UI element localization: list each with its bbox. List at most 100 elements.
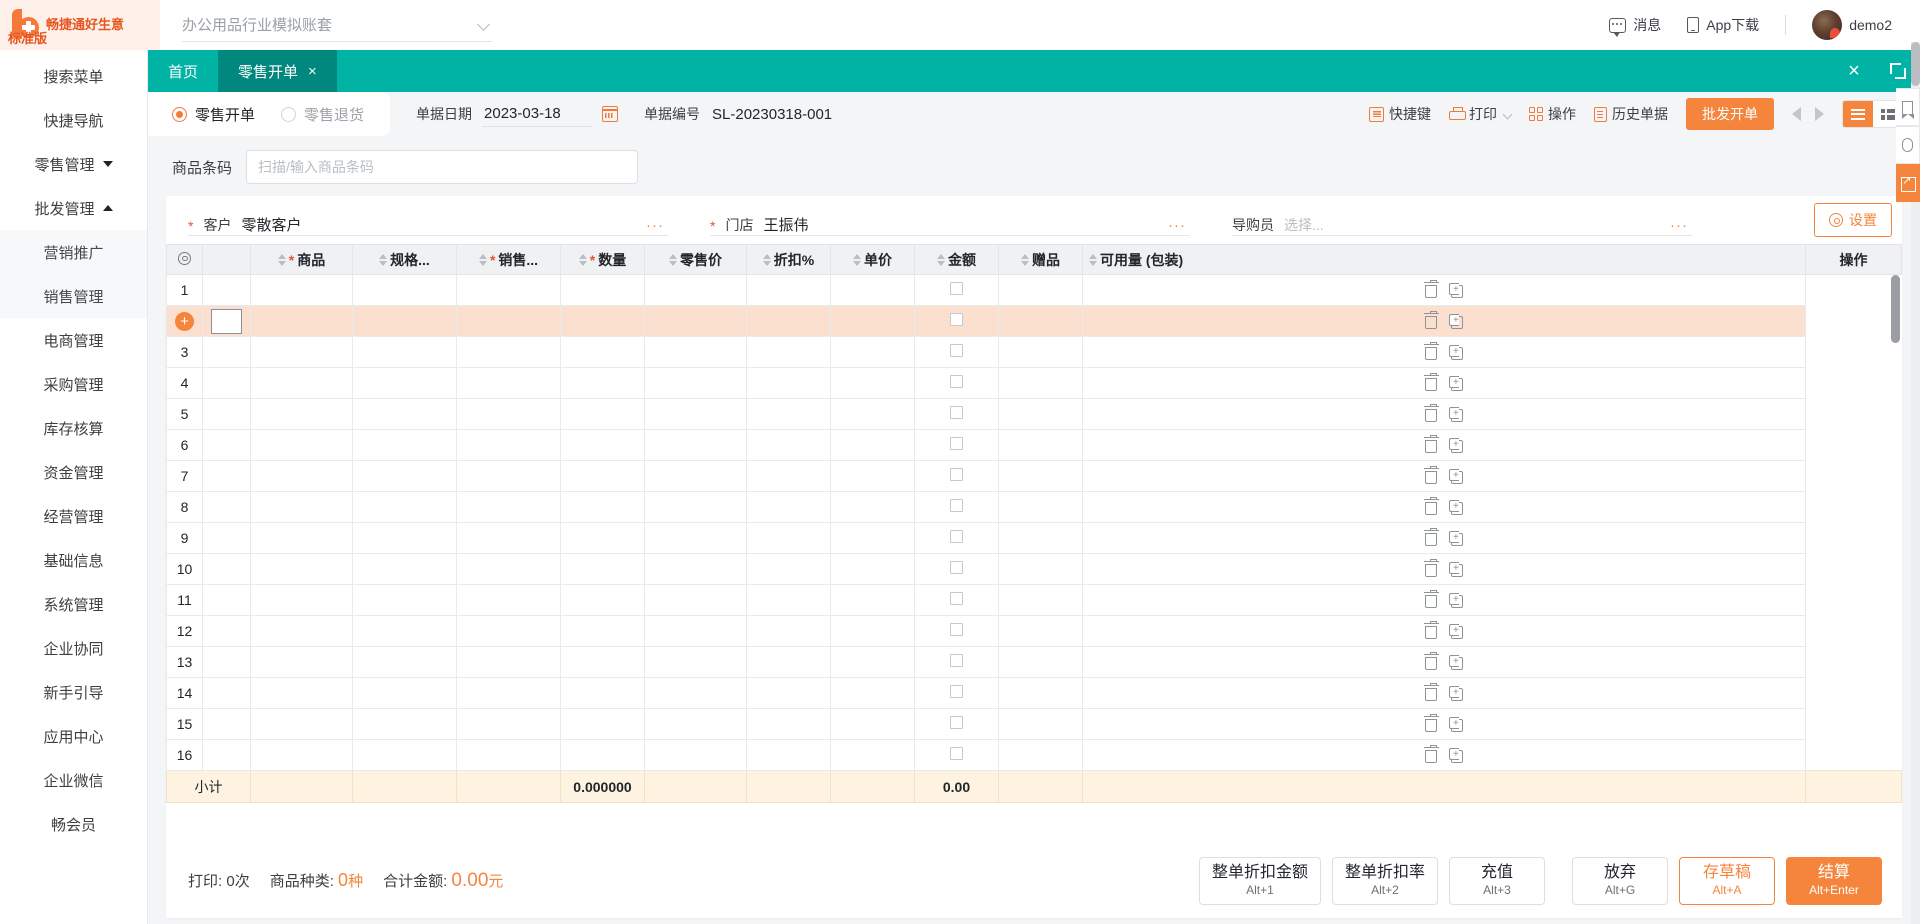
copy-row-icon[interactable] [1448,562,1463,577]
sort-icon[interactable] [379,253,388,266]
column-retail-price[interactable]: 零售价 [644,244,747,275]
cell-retail-price[interactable] [560,429,645,461]
column-available[interactable]: 可用量 (包装) [1082,244,1806,275]
cell-unit-price[interactable] [746,708,831,740]
prev-record-icon[interactable] [1792,107,1801,121]
recharge-button[interactable]: 充值 Alt+3 [1449,857,1545,905]
cell-qty[interactable] [456,522,561,554]
cell-spec[interactable] [250,584,353,616]
cell-amount[interactable] [830,274,915,306]
cell-sales-unit[interactable] [352,708,457,740]
product-input[interactable] [211,308,242,334]
cell-unit-price[interactable] [746,429,831,461]
cell-unit-price[interactable] [746,367,831,399]
cell-gift[interactable] [914,274,999,306]
table-row[interactable]: 8 [166,491,1902,523]
sidebar-item-wechat-work[interactable]: 企业微信 [0,758,147,802]
copy-row-icon[interactable] [1448,376,1463,391]
cell-amount[interactable] [830,522,915,554]
cell-qty[interactable] [456,429,561,461]
gift-checkbox[interactable] [950,747,963,760]
delete-row-icon[interactable] [1423,713,1439,732]
cell-gift[interactable] [914,429,999,461]
column-product[interactable]: * 商品 [250,244,353,275]
cell-discount[interactable] [644,739,747,771]
cell-spec[interactable] [250,553,353,585]
table-row[interactable]: 9 [166,522,1902,554]
cell-amount[interactable] [830,398,915,430]
copy-row-icon[interactable] [1448,531,1463,546]
cell-unit-price[interactable] [746,305,831,337]
cell-discount[interactable] [644,274,747,306]
table-row[interactable]: 13 [166,646,1902,678]
gift-checkbox[interactable] [950,499,963,512]
sidebar-item-onboarding[interactable]: 新手引导 [0,670,147,714]
customer-field[interactable]: * 客户 零散客户 ··· [188,204,668,236]
cell-amount[interactable] [830,739,915,771]
delete-row-icon[interactable] [1423,465,1439,484]
copy-row-icon[interactable] [1448,438,1463,453]
cell-gift[interactable] [914,739,999,771]
gift-checkbox[interactable] [950,375,963,388]
sidebar-item-purchasing[interactable]: 采购管理 [0,362,147,406]
delete-row-icon[interactable] [1423,651,1439,670]
table-row[interactable]: 10 [166,553,1902,585]
shortcut-button[interactable]: 快捷键 [1369,104,1431,124]
cell-product[interactable] [202,398,251,430]
cell-gift[interactable] [914,367,999,399]
cell-discount[interactable] [644,491,747,523]
copy-row-icon[interactable] [1448,655,1463,670]
cell-unit-price[interactable] [746,615,831,647]
table-scrollbar-thumb[interactable] [1891,275,1900,343]
column-qty[interactable]: * 数量 [560,244,645,275]
cell-unit-price[interactable] [746,460,831,492]
sidebar-item-basic-info[interactable]: 基础信息 [0,538,147,582]
table-row[interactable]: 4 [166,367,1902,399]
cell-qty[interactable] [456,367,561,399]
cell-gift[interactable] [914,336,999,368]
table-row[interactable]: 6 [166,429,1902,461]
radio-retail-order[interactable]: 零售开单 [172,104,255,125]
copy-row-icon[interactable] [1448,717,1463,732]
cell-gift[interactable] [914,553,999,585]
copy-row-icon[interactable] [1448,469,1463,484]
list-view-button[interactable] [1843,101,1873,127]
page-scrollbar-thumb[interactable] [1911,42,1920,86]
cell-spec[interactable] [250,367,353,399]
cell-qty[interactable] [456,677,561,709]
brand-logo[interactable]: 畅捷通好生意 标准版 [0,0,160,50]
close-all-tabs-button[interactable]: × [1848,59,1860,82]
cell-sales-unit[interactable] [352,336,457,368]
sidebar-item-membership[interactable]: 畅会员 [0,802,147,846]
cell-sales-unit[interactable] [352,584,457,616]
cell-retail-price[interactable] [560,553,645,585]
cell-discount[interactable] [644,522,747,554]
column-sales-unit[interactable]: * 销售... [456,244,561,275]
copy-row-icon[interactable] [1448,593,1463,608]
operate-button[interactable]: 操作 [1529,104,1576,124]
cell-product[interactable] [202,708,251,740]
cell-retail-price[interactable] [560,522,645,554]
cell-discount[interactable] [644,367,747,399]
delete-row-icon[interactable] [1423,682,1439,701]
fullscreen-button[interactable] [1876,50,1920,92]
cell-spec[interactable] [250,460,353,492]
delete-row-icon[interactable] [1423,527,1439,546]
sort-icon[interactable] [762,253,771,266]
cell-sales-unit[interactable] [352,274,457,306]
cell-product[interactable] [202,274,251,306]
cell-retail-price[interactable] [560,336,645,368]
gift-checkbox[interactable] [950,716,963,729]
column-settings-button[interactable] [166,244,203,275]
add-row-button[interactable]: + [166,305,203,337]
gift-checkbox[interactable] [950,282,963,295]
rail-attachment-button[interactable] [1896,126,1920,164]
sidebar-item-ecommerce[interactable]: 电商管理 [0,318,147,362]
cell-product[interactable] [202,646,251,678]
cell-amount[interactable] [830,584,915,616]
cell-qty[interactable] [456,305,561,337]
sidebar-item-quick-nav[interactable]: 快捷导航 [0,98,147,142]
sort-icon[interactable] [937,253,945,266]
cell-spec[interactable] [250,739,353,771]
cell-unit-price[interactable] [746,398,831,430]
